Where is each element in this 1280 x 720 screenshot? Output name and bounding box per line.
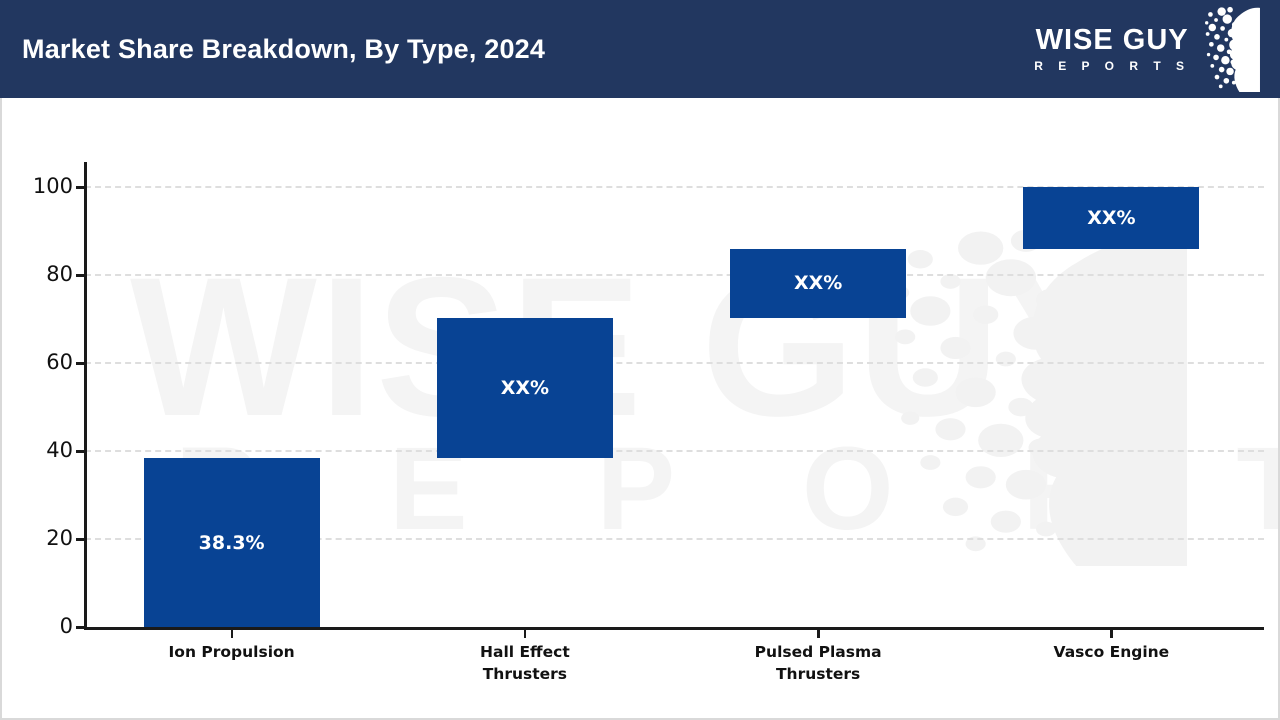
gridline bbox=[85, 186, 1264, 188]
page-title: Market Share Breakdown, By Type, 2024 bbox=[22, 33, 546, 64]
brand-name: WISE GUY bbox=[1035, 23, 1189, 56]
frame-left bbox=[0, 98, 2, 720]
x-tick bbox=[523, 629, 527, 638]
bar-value-label: XX% bbox=[793, 272, 843, 295]
chart-area: WISE GUY R E P O R T S 02040608010038.3%… bbox=[0, 98, 1280, 720]
bar: XX% bbox=[1023, 187, 1200, 249]
x-category-label: Hall Effect Thrusters bbox=[480, 643, 570, 683]
y-tick-label: 0 bbox=[59, 614, 73, 638]
brand-logo: WISE GUY R E P O R T S bbox=[1034, 6, 1270, 92]
brand-subtitle: R E P O R T S bbox=[1034, 58, 1190, 73]
header: Market Share Breakdown, By Type, 2024 WI… bbox=[0, 0, 1280, 98]
bar-value-label: 38.3% bbox=[198, 531, 265, 554]
brand-logo-text: WISE GUY R E P O R T S bbox=[1034, 23, 1190, 73]
frame-right bbox=[1278, 98, 1280, 720]
x-category-label: Pulsed Plasma Thrusters bbox=[754, 643, 882, 683]
plot-area: 0 20 40 60 80 100 38.3% Ion Propulsion XX% Hall E… bbox=[0, 98, 1280, 720]
brand-face-icon bbox=[1192, 6, 1270, 92]
gridline bbox=[85, 274, 1264, 276]
bar-value-label: XX% bbox=[500, 377, 550, 400]
y-tick-label: 60 bbox=[46, 350, 73, 374]
y-tick bbox=[76, 274, 85, 277]
y-tick bbox=[76, 186, 85, 189]
x-axis-line bbox=[84, 627, 1264, 630]
y-tick-label: 20 bbox=[46, 526, 73, 550]
x-tick bbox=[817, 629, 820, 638]
y-axis-line bbox=[84, 162, 87, 627]
x-tick bbox=[230, 629, 234, 638]
y-tick-label: 100 bbox=[32, 174, 73, 198]
y-tick bbox=[76, 626, 85, 629]
y-tick-label: 80 bbox=[46, 262, 73, 286]
y-tick bbox=[76, 538, 85, 541]
bar-value-label: XX% bbox=[1087, 206, 1136, 229]
x-tick bbox=[1110, 629, 1113, 638]
bar: XX% bbox=[730, 248, 907, 318]
bar: XX% bbox=[436, 317, 613, 459]
y-tick-label: 40 bbox=[46, 438, 73, 462]
gridline bbox=[85, 450, 1264, 452]
frame-bottom bbox=[0, 718, 1280, 720]
gridline bbox=[85, 362, 1264, 364]
x-category-label: Vasco Engine bbox=[1053, 643, 1170, 661]
y-tick bbox=[76, 450, 85, 453]
x-category-label: Ion Propulsion bbox=[168, 643, 295, 661]
y-tick bbox=[76, 362, 85, 365]
bar: 38.3% bbox=[143, 458, 320, 627]
gridline bbox=[85, 538, 1264, 540]
